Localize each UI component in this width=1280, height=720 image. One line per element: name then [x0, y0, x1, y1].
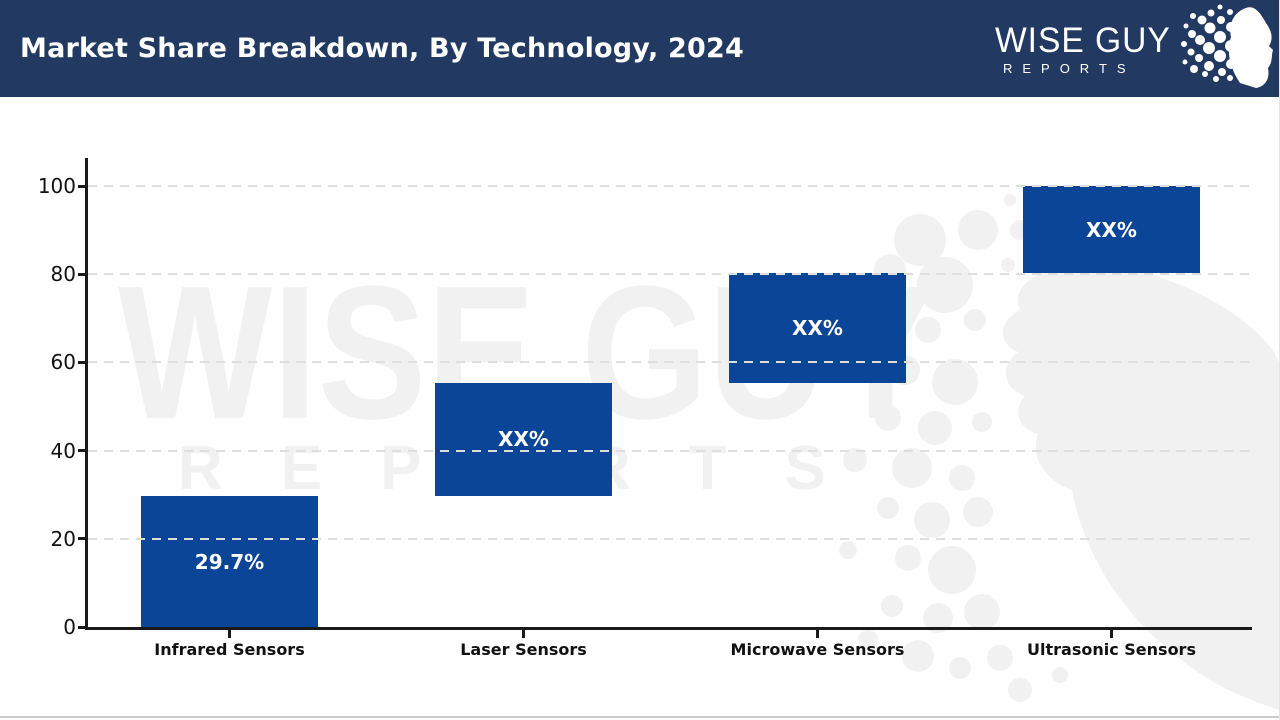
y-tick-mark [78, 360, 88, 364]
wise-guy-reports-logo: WISE GUY REPORTS [995, 0, 1279, 97]
y-axis-line [85, 158, 88, 630]
logo-wordmark: WISE GUY [994, 20, 1171, 60]
page-title: Market Share Breakdown, By Technology, 2… [20, 33, 745, 64]
y-gridline [88, 361, 1252, 364]
y-tick-mark [78, 184, 88, 188]
x-category-label: Microwave Sensors [730, 640, 905, 659]
waterfall-bar: XX% [729, 273, 906, 383]
y-tick-mark [78, 625, 88, 629]
y-tick-label: 40 [50, 438, 76, 463]
y-gridline [88, 537, 1252, 540]
x-tick-mark [1110, 630, 1113, 638]
x-category-label: Laser Sensors [460, 640, 587, 659]
y-gridline [88, 185, 1252, 187]
watermark-head-dots-icon [820, 170, 1279, 714]
bar-value-label: 29.7% [194, 549, 265, 574]
bar-value-label: XX% [792, 315, 843, 340]
y-tick-mark [78, 272, 88, 276]
waterfall-bar: XX% [435, 382, 612, 496]
y-tick-label: 60 [50, 350, 76, 375]
bar-value-label: XX% [498, 427, 549, 452]
y-tick-label: 20 [50, 526, 76, 551]
x-category-label: Infrared Sensors [154, 640, 305, 659]
y-tick-mark [78, 449, 88, 453]
y-gridline [88, 273, 1252, 276]
waterfall-bar: 29.7% [141, 496, 318, 627]
logo-head-dots-icon [1178, 4, 1274, 94]
x-tick-mark [522, 630, 525, 638]
y-tick-label: 0 [63, 615, 76, 639]
x-category-label: Ultrasonic Sensors [1027, 640, 1196, 659]
bar-value-label: XX% [1086, 217, 1137, 242]
y-tick-label: 80 [50, 262, 76, 287]
y-tick-mark [78, 537, 88, 541]
x-axis-line [85, 627, 1252, 630]
logo-subtitle: REPORTS [1002, 60, 1136, 76]
x-tick-mark [228, 630, 231, 638]
logo-text: WISE GUY REPORTS [995, 23, 1178, 75]
y-gridline [88, 449, 1252, 452]
x-tick-mark [816, 630, 819, 638]
header-bar: Market Share Breakdown, By Technology, 2… [0, 0, 1279, 97]
y-tick-label: 100 [37, 174, 76, 198]
waterfall-bar: XX% [1023, 186, 1200, 274]
bottom-rule [0, 716, 1279, 718]
